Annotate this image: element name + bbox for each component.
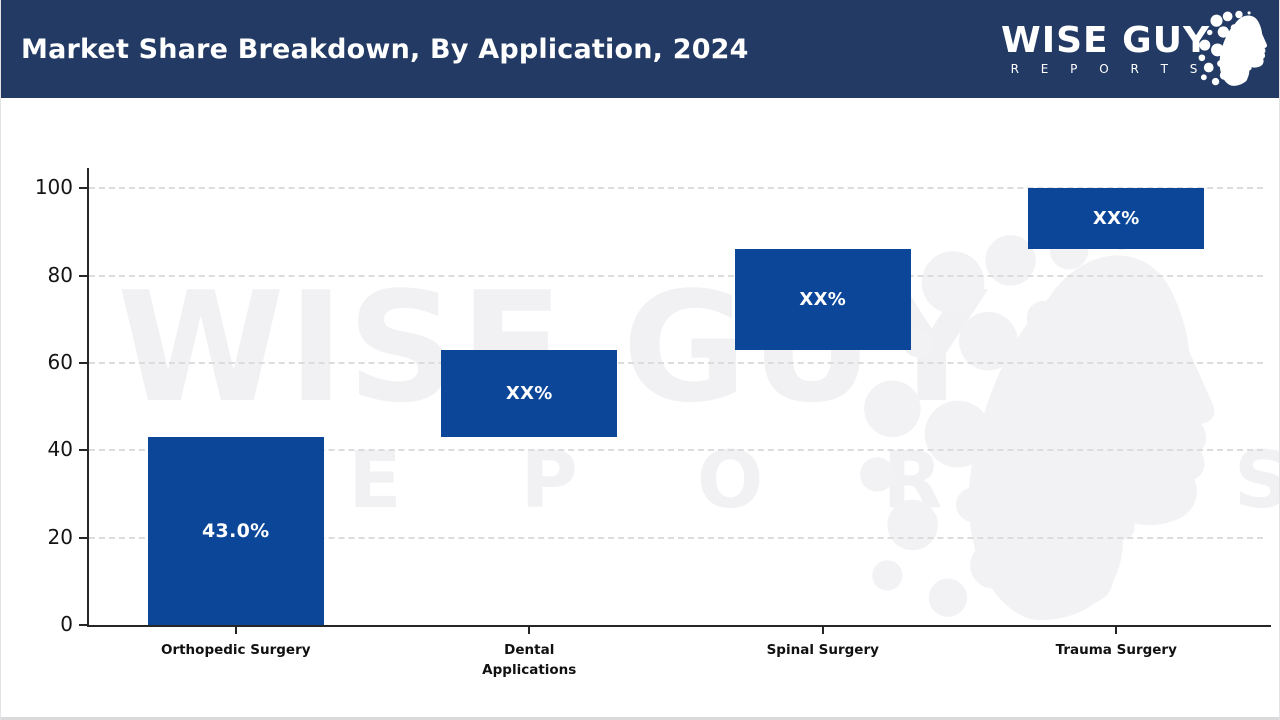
wise-guy-logo: WISE GUY R E P O R T S (1001, 6, 1273, 92)
x-tick-mark (1115, 627, 1118, 634)
logo-reports-label: R E P O R T S (1010, 62, 1207, 77)
y-tick-mark (79, 361, 87, 364)
x-tick-label: Trauma Surgery (1055, 642, 1177, 658)
bar: 43.0% (147, 437, 324, 625)
x-tick-label: Orthopedic Surgery (160, 642, 311, 658)
y-tick-label: 80 (47, 262, 73, 287)
grid-line (89, 536, 1263, 539)
y-tick-label: 20 (47, 524, 73, 549)
bar-value-label: XX% (799, 289, 847, 311)
page-title: Market Share Breakdown, By Application, … (21, 33, 749, 65)
bar: XX% (734, 249, 911, 350)
y-axis-line (87, 168, 89, 627)
bar: XX% (1028, 188, 1205, 250)
y-tick-label: 60 (47, 349, 73, 374)
y-tick-mark (79, 536, 87, 539)
header-bar: Market Share Breakdown, By Application, … (1, 0, 1279, 98)
x-tick-label: Dental Applications (482, 642, 577, 678)
x-tick-label: Spinal Surgery (766, 642, 879, 658)
x-tick-mark (821, 627, 824, 634)
x-tick-mark (528, 627, 531, 634)
x-axis-line (87, 625, 1271, 627)
bar-value-label: 43.0% (202, 520, 270, 543)
grid-line (89, 187, 1263, 190)
grid-line (89, 274, 1263, 277)
bar-value-label: XX% (505, 382, 553, 404)
y-tick-label: 100 (34, 175, 73, 200)
y-tick-mark (79, 449, 87, 452)
y-tick-mark (79, 624, 87, 626)
logo-wordmark: WISE GUY (1001, 19, 1211, 61)
y-tick-mark (79, 274, 87, 277)
watermark-face-icon (860, 231, 1215, 621)
y-tick-mark (79, 187, 87, 190)
y-tick-label: 0 (60, 612, 73, 636)
y-tick-label: 40 (47, 437, 73, 462)
grid-line (89, 361, 1263, 364)
logo-face-icon (1198, 10, 1268, 86)
bar: XX% (441, 349, 618, 438)
grid-line (89, 449, 1263, 452)
bottom-rule (1, 717, 1279, 720)
logo-text: WISE GUY R E P O R T S (1001, 19, 1211, 77)
x-tick-mark (234, 627, 237, 634)
bar-value-label: XX% (1092, 208, 1140, 230)
